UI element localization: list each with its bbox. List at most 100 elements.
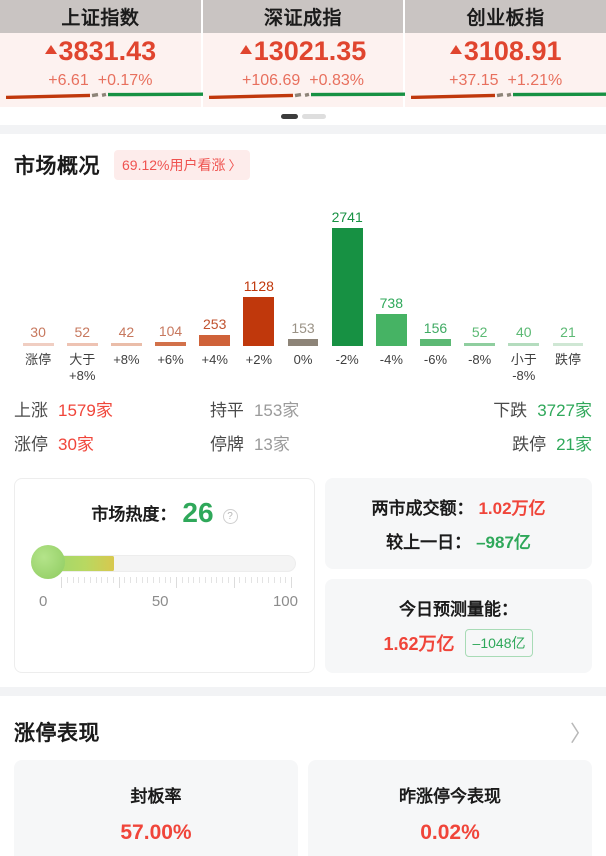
gauge-tick	[204, 576, 206, 583]
chart-axis-label: 大于 +8%	[69, 352, 96, 383]
chart-bar-column[interactable]: 52	[60, 324, 104, 346]
market-heat-readout: 市场热度： 26 ?	[91, 496, 238, 529]
chart-axis-label: +2%	[245, 352, 273, 367]
stats-label: 停牌	[209, 434, 244, 454]
chart-bar	[375, 314, 407, 346]
chart-bar-column[interactable]: 253	[193, 316, 237, 346]
index-cards-strip: 上证指数 3831.43 +6.61 +0.17% 深证成指 13021.35 +106.6…	[0, 0, 606, 107]
gauge-tick	[66, 576, 68, 583]
gauge-tick	[199, 576, 200, 583]
chart-axis-label: -2%	[335, 352, 359, 367]
index-name: 深证成指	[202, 0, 404, 33]
index-card[interactable]: 深证成指 13021.35 +106.69 +0.83%	[202, 0, 409, 107]
gauge-tick	[291, 576, 292, 588]
forecast-volume-panel: 今日预测量能： 1.62万亿 –1048亿	[325, 578, 592, 673]
index-change: +37.15 +1.21%	[449, 72, 562, 90]
bullish-sentiment-badge[interactable]: 69.12%用户看涨 〉	[114, 150, 250, 180]
section-divider	[0, 125, 606, 134]
pager-dot[interactable]	[280, 113, 298, 119]
forecast-value: 1.62万亿	[383, 633, 455, 654]
index-change: +6.61 +0.17%	[48, 72, 152, 90]
carousel-pager[interactable]	[0, 107, 606, 125]
stats-value: 13家	[253, 434, 290, 454]
chart-bar-column[interactable]: 104	[148, 323, 192, 346]
gauge-tick	[273, 576, 275, 583]
chart-bar-value: 42	[118, 324, 135, 340]
chart-bar-value: 2741	[331, 209, 363, 225]
gauge-track[interactable]	[49, 554, 296, 572]
index-value: 3831.43	[44, 38, 156, 65]
gauge-tick	[164, 576, 166, 583]
market-overview-section: 市场概况 69.12%用户看涨 〉 30 52 42 104 253 1128 153 274…	[0, 134, 606, 384]
index-card[interactable]: 创业板指 3108.91 +37.15 +1.21%	[405, 0, 606, 107]
gauge-tick	[181, 576, 183, 583]
gauge-tick	[112, 576, 114, 583]
chart-bar-column[interactable]: 153	[281, 320, 325, 346]
turnover-delta-value: –987亿	[476, 532, 531, 552]
index-change-pct: +0.83%	[309, 72, 364, 89]
bullish-sentiment-label: 69.12%用户看涨	[122, 157, 226, 173]
limit-up-card-title: 昨涨停今表现	[399, 786, 501, 806]
turnover-amount-value: 1.02万亿	[478, 498, 546, 518]
gauge-tick	[256, 576, 258, 583]
index-change-abs: +37.15	[449, 72, 499, 89]
chart-axis-label: 0%	[293, 352, 313, 367]
chart-bar-column[interactable]: 156	[413, 320, 457, 346]
gauge-tick	[78, 576, 80, 583]
gauge-tick	[147, 576, 149, 583]
gauge-tick	[245, 576, 246, 583]
sparkline-icon	[411, 92, 606, 99]
chart-bar-column[interactable]: 21	[546, 324, 590, 346]
gauge-tick	[107, 576, 108, 583]
chart-bar	[243, 297, 275, 346]
chart-axis-label: 跌停	[554, 352, 581, 367]
forecast-title: 今日预测量能：	[399, 599, 518, 619]
stats-cell: 涨停 30家	[14, 430, 210, 455]
chart-axis-column: +4%	[193, 352, 237, 384]
page-title: 市场概况	[14, 155, 100, 178]
forecast-delta-badge: –1048亿	[464, 628, 534, 657]
index-name: 上证指数	[0, 0, 201, 33]
market-heat-gauge[interactable]: 0 50 100	[31, 544, 298, 610]
chart-bar-column[interactable]: 738	[369, 295, 413, 346]
gauge-thumb[interactable]	[31, 544, 65, 579]
help-icon[interactable]: ?	[222, 509, 238, 525]
chart-axis-column: -2%	[325, 352, 369, 384]
sparkline-icon	[6, 92, 206, 99]
gauge-tick	[227, 576, 229, 583]
metrics-panels: 市场热度： 26 ? 0 50 100 两市成交额： 1.02万亿 较上一日： –9…	[0, 470, 606, 687]
chart-axis-column: -4%	[369, 352, 413, 384]
market-heat-value: 26	[182, 496, 214, 528]
stats-label: 涨停	[14, 434, 48, 454]
chart-bar-column[interactable]: 30	[16, 324, 60, 346]
stats-row: 上涨 1579家 持平 153家 下跌 3727家	[14, 396, 592, 421]
index-value: 3108.91	[449, 38, 561, 65]
chart-axis-label: -6%	[423, 352, 448, 367]
chart-bar-column[interactable]: 52	[458, 324, 502, 346]
stats-cell: 跌停 21家	[416, 430, 592, 455]
chevron-right-icon[interactable]: 〉	[569, 720, 592, 746]
pager-dot[interactable]	[301, 113, 326, 119]
chart-bar-column[interactable]: 40	[502, 324, 546, 346]
chart-bar-column[interactable]: 2741	[325, 209, 369, 346]
chart-bar-column[interactable]: 42	[104, 324, 148, 346]
index-change-abs: +106.69	[242, 72, 301, 89]
chart-axis-column: 大于 +8%	[60, 352, 104, 384]
stats-value: 1579家	[58, 400, 113, 420]
turnover-panel: 两市成交额： 1.02万亿 较上一日： –987亿	[325, 477, 592, 569]
gauge-tick	[250, 576, 252, 583]
gauge-fill	[50, 555, 114, 571]
limit-up-title: 涨停表现	[14, 721, 100, 745]
chart-bar	[331, 228, 363, 346]
limit-up-header[interactable]: 涨停表现 〉	[14, 696, 592, 760]
gauge-scale-label: 50	[151, 592, 169, 610]
chart-bar-column[interactable]: 1128	[237, 278, 281, 346]
triangle-up-icon	[44, 45, 57, 54]
chart-axis-label: -4%	[379, 352, 403, 367]
index-body: 3831.43 +6.61 +0.17%	[0, 33, 206, 107]
market-heat-label: 市场热度：	[91, 505, 177, 525]
gauge-tick	[84, 576, 85, 583]
index-card[interactable]: 上证指数 3831.43 +6.61 +0.17%	[0, 0, 206, 107]
